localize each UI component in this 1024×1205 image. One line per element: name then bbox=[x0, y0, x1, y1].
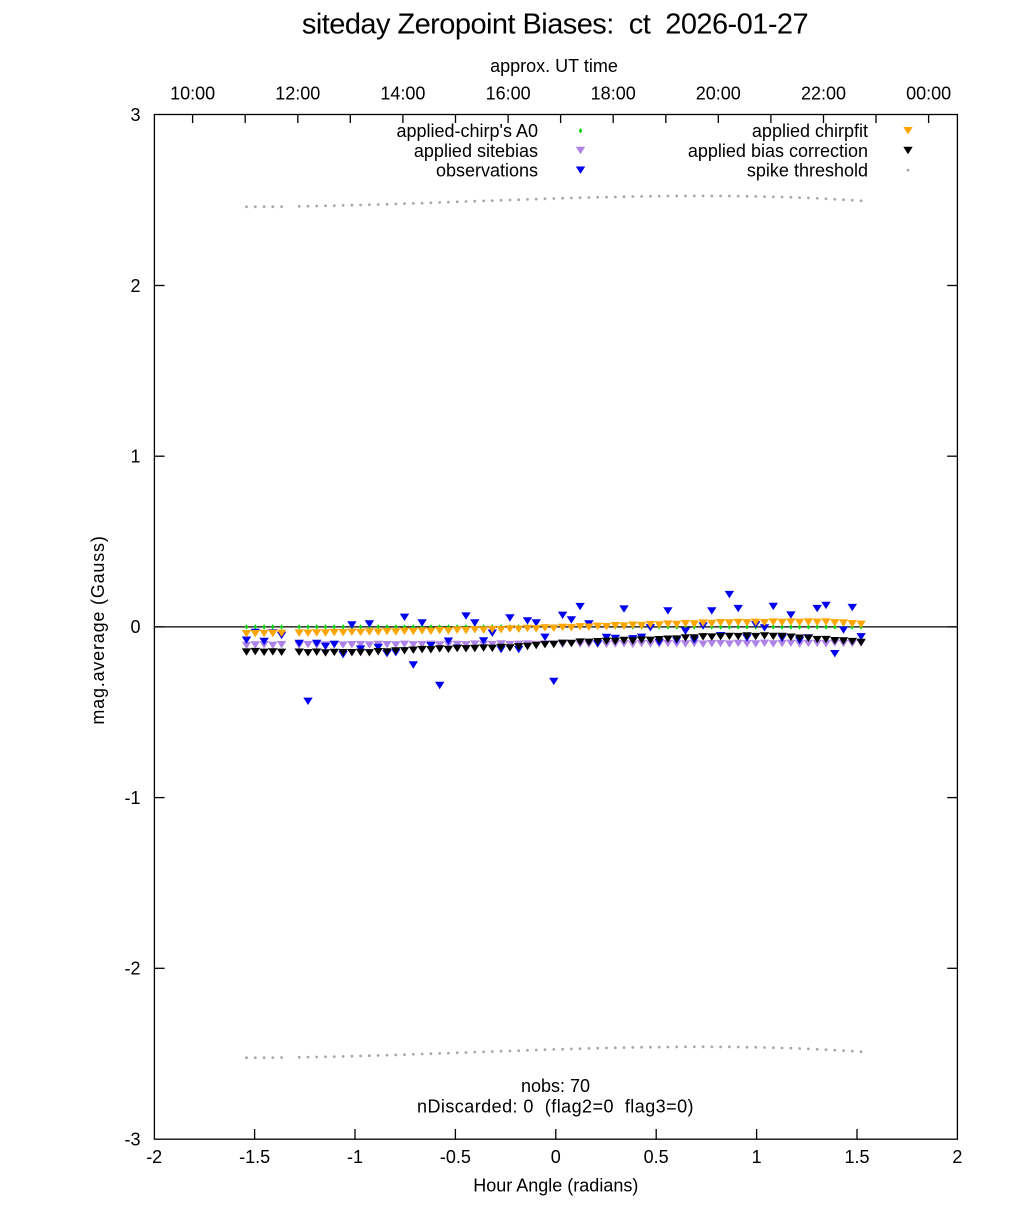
svg-text:Hour Angle (radians): Hour Angle (radians) bbox=[473, 1176, 638, 1196]
svg-text:-0.5: -0.5 bbox=[440, 1147, 471, 1167]
svg-text:siteday Zeropoint Biases: ct: siteday Zeropoint Biases: ct 2026-01-27 bbox=[302, 9, 808, 41]
svg-text:16:00: 16:00 bbox=[486, 84, 531, 104]
svg-text:-1: -1 bbox=[347, 1147, 363, 1167]
svg-text:mag.average (Gauss): mag.average (Gauss) bbox=[88, 535, 108, 724]
svg-text:-2: -2 bbox=[124, 959, 140, 979]
svg-text:0.5: 0.5 bbox=[644, 1147, 669, 1167]
svg-text:-1: -1 bbox=[124, 788, 140, 808]
svg-text:nobs: 70: nobs: 70 bbox=[521, 1076, 590, 1096]
svg-text:0: 0 bbox=[130, 617, 140, 637]
svg-text:14:00: 14:00 bbox=[380, 84, 425, 104]
svg-text:2: 2 bbox=[130, 276, 140, 296]
svg-text:20:00: 20:00 bbox=[696, 84, 741, 104]
svg-text:12:00: 12:00 bbox=[275, 84, 320, 104]
svg-text:22:00: 22:00 bbox=[801, 84, 846, 104]
svg-text:0: 0 bbox=[551, 1147, 561, 1167]
svg-text:-3: -3 bbox=[124, 1129, 140, 1149]
svg-text:1: 1 bbox=[130, 447, 140, 467]
svg-text:10:00: 10:00 bbox=[170, 84, 215, 104]
svg-text:1.5: 1.5 bbox=[844, 1147, 869, 1167]
svg-text:18:00: 18:00 bbox=[591, 84, 636, 104]
svg-text:nDiscarded: 0 (flag2=0 flag3: nDiscarded: 0 (flag2=0 flag3=0) bbox=[417, 1097, 694, 1117]
svg-text:3: 3 bbox=[130, 105, 140, 125]
svg-text:00:00: 00:00 bbox=[906, 84, 951, 104]
svg-text:applied-chirp's A0: applied-chirp's A0 bbox=[396, 121, 538, 141]
svg-text:1: 1 bbox=[752, 1147, 762, 1167]
svg-text:approx. UT time: approx. UT time bbox=[490, 56, 618, 76]
svg-text:-1.5: -1.5 bbox=[239, 1147, 270, 1167]
svg-text:-2: -2 bbox=[146, 1147, 162, 1167]
svg-text:2: 2 bbox=[952, 1147, 962, 1167]
svg-text:applied sitebias: applied sitebias bbox=[414, 141, 538, 161]
svg-text:spike threshold: spike threshold bbox=[747, 161, 868, 181]
svg-text:applied chirpfit: applied chirpfit bbox=[752, 121, 868, 141]
svg-text:observations: observations bbox=[436, 161, 538, 181]
svg-text:applied bias correction: applied bias correction bbox=[688, 141, 868, 161]
